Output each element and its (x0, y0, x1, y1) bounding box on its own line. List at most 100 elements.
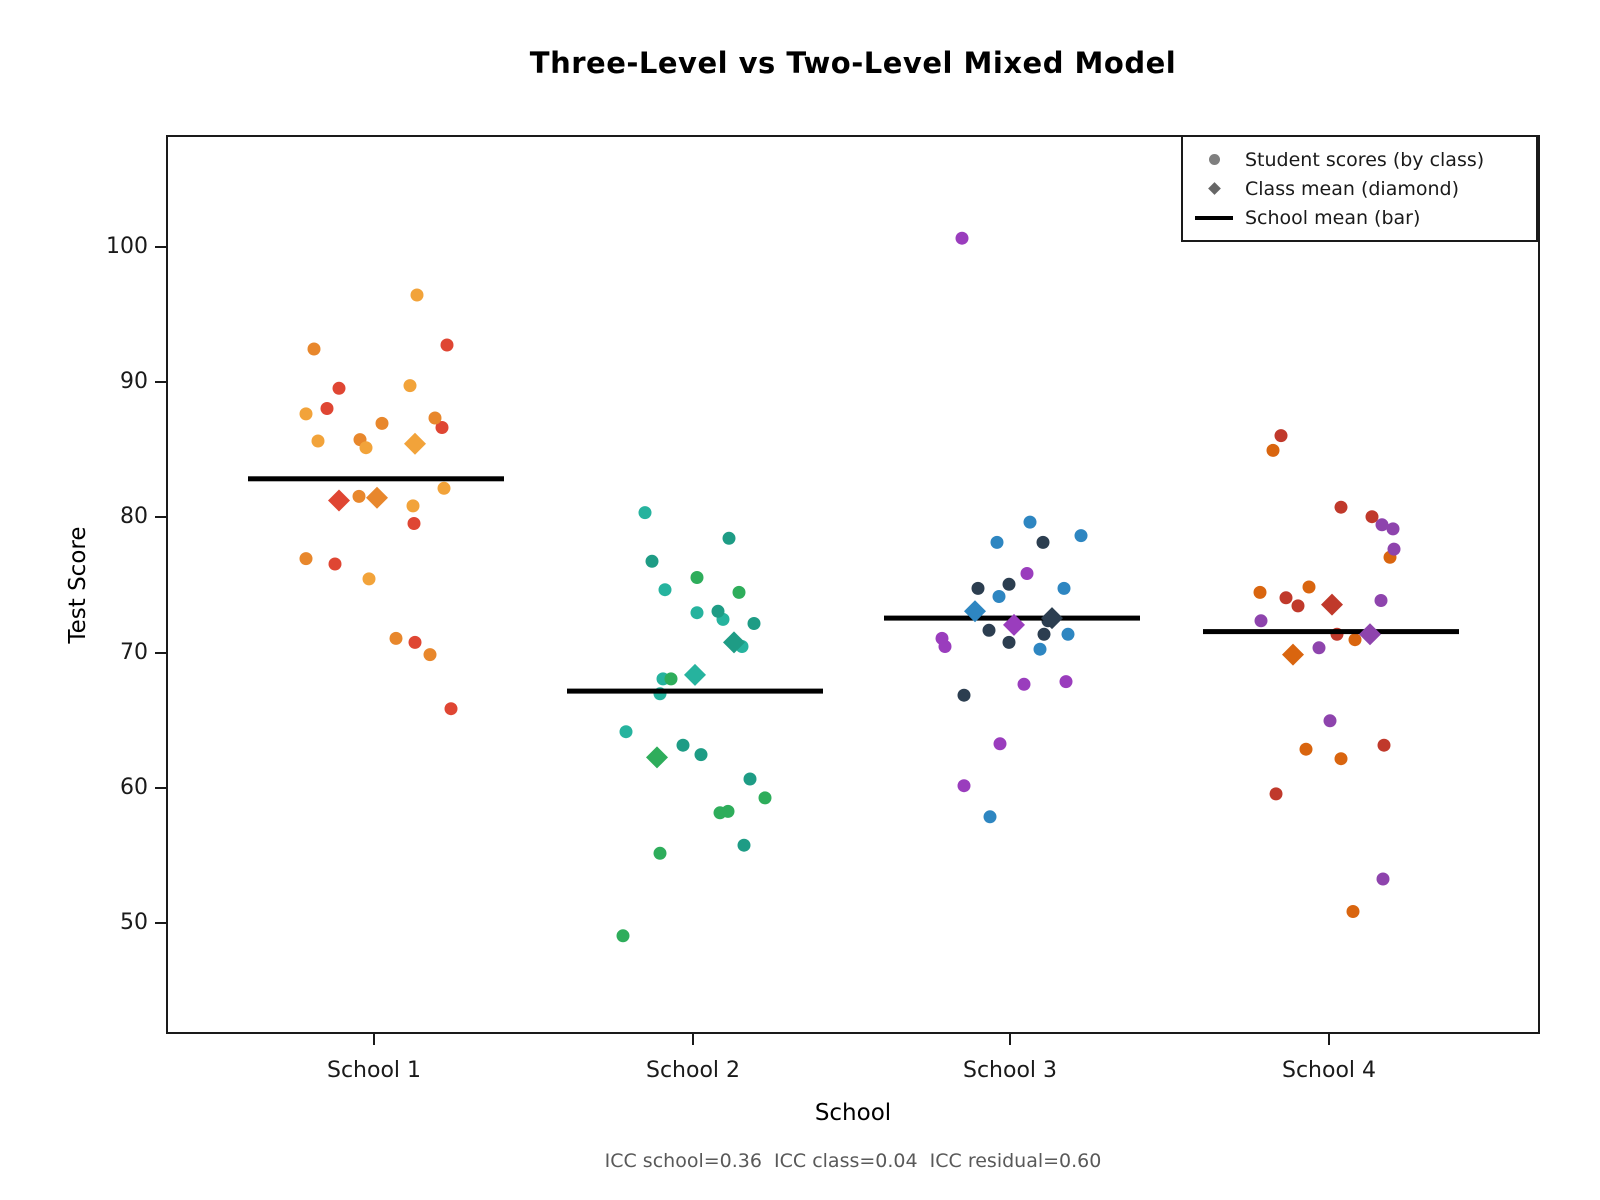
student-score-dot (1002, 577, 1016, 591)
student-score-dot (362, 572, 376, 586)
student-score-dot (1365, 510, 1379, 524)
student-score-dot (332, 381, 346, 395)
student-score-dot (619, 725, 633, 739)
dot-icon (1208, 154, 1220, 165)
student-score-dot (1374, 594, 1388, 607)
student-score-dot (694, 748, 708, 762)
student-score-dot (983, 810, 997, 824)
legend: Student scores (by class) Class mean (dia… (1181, 135, 1538, 242)
student-score-dot (410, 288, 424, 302)
student-score-dot (1279, 591, 1293, 605)
y-tick-label: 50 (120, 910, 148, 935)
student-score-dot (440, 338, 454, 352)
student-score-dot (638, 506, 652, 520)
student-score-dot (1334, 752, 1348, 766)
y-tick-label: 70 (120, 639, 148, 665)
student-score-dot (428, 411, 442, 425)
y-tick-label: 80 (120, 504, 148, 530)
x-tick-mark (373, 1034, 375, 1045)
x-tick-label: School 4 (1281, 1058, 1377, 1083)
student-score-dot (676, 738, 690, 752)
class-mean-diamond (366, 486, 388, 509)
student-score-dot (375, 416, 389, 430)
student-score-dot (992, 590, 1006, 603)
x-tick-mark (692, 1034, 694, 1045)
student-score-dot (690, 606, 704, 620)
student-score-dot (1254, 614, 1268, 628)
student-score-dot (711, 604, 725, 618)
class-mean-diamond (1282, 643, 1304, 666)
student-score-dot (1017, 677, 1031, 691)
student-score-dot (1266, 443, 1280, 457)
student-score-dot (957, 779, 971, 793)
y-tick-mark (155, 922, 166, 924)
diamond-legend-marker-icon (1183, 182, 1245, 195)
bar-icon (1195, 215, 1233, 220)
bar-legend-marker-icon (1183, 215, 1245, 220)
x-tick-label: School 2 (645, 1058, 741, 1083)
school-mean-bar (248, 476, 504, 482)
student-score-dot (743, 772, 757, 786)
x-tick-label: School 1 (326, 1058, 422, 1083)
student-score-dot (737, 838, 751, 852)
student-score-dot (1036, 535, 1050, 549)
student-score-dot (722, 531, 736, 545)
icc-caption: ICC school=0.36 ICC class=0.04 ICC resid… (604, 1150, 1102, 1172)
student-score-dot (747, 617, 761, 630)
y-tick-mark (155, 246, 166, 248)
student-score-dot (993, 737, 1007, 751)
student-score-dot (435, 421, 449, 434)
student-score-dot (982, 623, 996, 637)
class-mean-diamond (1003, 613, 1025, 636)
plot-svg (248, 231, 1459, 943)
legend-item: School mean (bar) (1183, 205, 1526, 230)
student-score-dot (407, 517, 421, 530)
student-score-dot (758, 791, 772, 805)
y-tick-mark (155, 381, 166, 384)
class-mean-diamond (328, 489, 350, 512)
dot-legend-marker-icon (1183, 154, 1245, 165)
y-tick-mark (155, 786, 166, 789)
student-score-dot (1002, 635, 1016, 649)
student-score-dot (403, 379, 417, 393)
student-score-dot (1253, 585, 1267, 599)
legend-item-label: School mean (bar) (1245, 206, 1421, 229)
class-mean-diamond (1041, 607, 1063, 630)
student-score-dot (437, 481, 451, 495)
student-score-dot (645, 554, 659, 568)
student-score-dot (389, 631, 403, 645)
student-score-dot (1302, 580, 1316, 594)
class-mean-diamond (723, 631, 745, 654)
student-score-dot (658, 583, 672, 597)
student-score-dot (1274, 429, 1288, 443)
x-axis-label: School (814, 1100, 892, 1126)
student-score-dot (732, 585, 746, 599)
student-score-dot (957, 688, 971, 702)
class-mean-diamond (1359, 623, 1381, 646)
school-mean-bar (1203, 629, 1459, 635)
y-tick-label: 100 (106, 234, 148, 259)
student-score-dot (1059, 675, 1073, 689)
diamond-icon (1207, 182, 1221, 195)
student-score-dot (1291, 599, 1305, 613)
legend-item-label: Student scores (by class) (1245, 148, 1485, 171)
student-score-dot (664, 672, 678, 686)
student-score-dot (1023, 515, 1037, 529)
student-score-dot (423, 648, 437, 662)
student-score-dot (1061, 627, 1075, 641)
class-mean-diamond (404, 432, 426, 455)
legend-item: Student scores (by class) (1183, 147, 1526, 172)
student-score-dot (1334, 500, 1348, 514)
student-score-dot (1299, 742, 1313, 756)
student-score-dot (1386, 522, 1400, 536)
class-mean-diamond (1321, 593, 1343, 616)
y-tick-mark (155, 516, 166, 519)
student-score-dot (406, 499, 420, 513)
student-score-dot (1346, 905, 1360, 918)
student-score-dot (971, 581, 985, 595)
x-tick-mark (1009, 1034, 1011, 1045)
student-score-dot (1037, 627, 1051, 641)
student-score-dot (938, 640, 952, 653)
student-score-dot (616, 929, 630, 943)
